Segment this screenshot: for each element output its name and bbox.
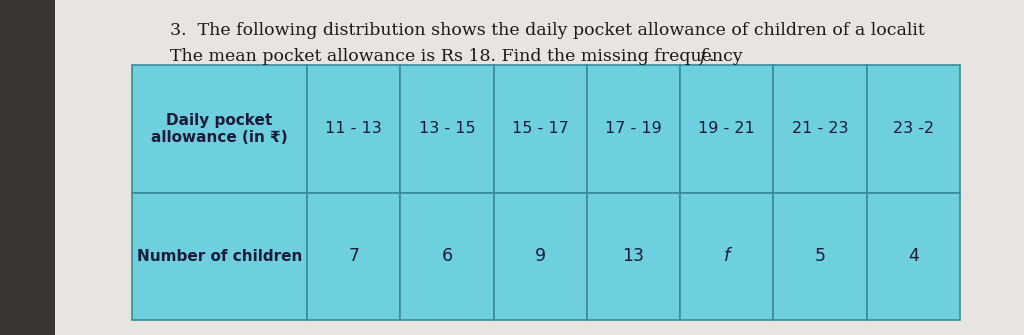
Bar	[307, 193, 400, 320]
Bar	[587, 193, 680, 320]
Text: 3.  The following distribution shows the daily pocket allowance of children of a: 3. The following distribution shows the …	[170, 22, 925, 39]
Text: 9: 9	[535, 247, 546, 265]
Text: 23 -2: 23 -2	[893, 121, 934, 136]
Bar	[587, 65, 680, 193]
Bar	[400, 65, 494, 193]
Text: f: f	[699, 48, 706, 65]
Bar	[773, 193, 866, 320]
Bar	[307, 65, 400, 193]
Bar	[400, 193, 494, 320]
Text: .: .	[708, 48, 714, 65]
Text: 11 - 13: 11 - 13	[326, 121, 382, 136]
Text: 19 - 21: 19 - 21	[698, 121, 755, 136]
Text: 5: 5	[814, 247, 825, 265]
Bar	[132, 193, 307, 320]
Bar	[773, 65, 866, 193]
Text: 6: 6	[441, 247, 453, 265]
Bar	[680, 65, 773, 193]
Text: f: f	[724, 247, 730, 265]
Bar	[494, 193, 587, 320]
Bar	[866, 193, 961, 320]
Text: 15 - 17: 15 - 17	[512, 121, 568, 136]
Text: Number of children: Number of children	[137, 249, 302, 264]
Text: 13: 13	[623, 247, 644, 265]
Text: 21 - 23: 21 - 23	[792, 121, 848, 136]
Bar	[680, 193, 773, 320]
Bar	[866, 65, 961, 193]
Text: 13 - 15: 13 - 15	[419, 121, 475, 136]
Text: The mean pocket allowance is Rs 18. Find the missing frequency: The mean pocket allowance is Rs 18. Find…	[170, 48, 749, 65]
Text: Daily pocket
allowance (in ₹): Daily pocket allowance (in ₹)	[152, 113, 288, 145]
Bar	[0, 0, 55, 335]
Bar	[132, 65, 307, 193]
Bar	[494, 65, 587, 193]
Text: 4: 4	[908, 247, 919, 265]
Text: 7: 7	[348, 247, 359, 265]
Text: 17 - 19: 17 - 19	[605, 121, 662, 136]
